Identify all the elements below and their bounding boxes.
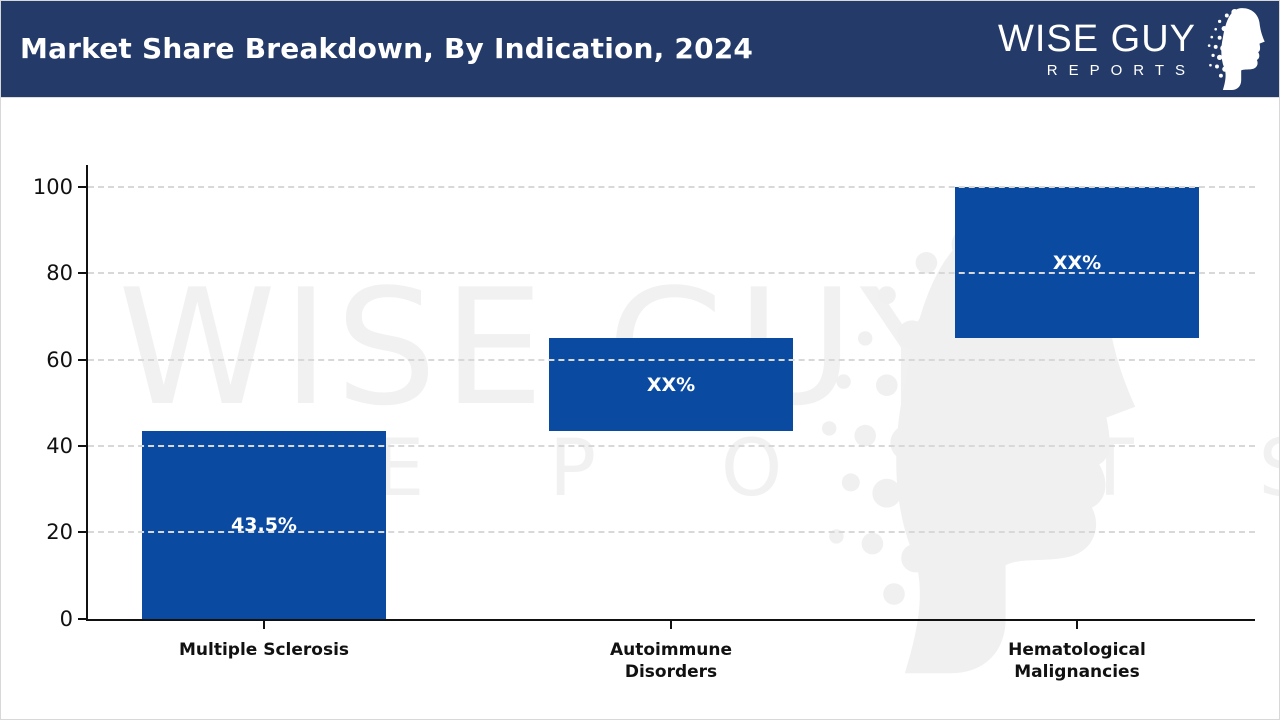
x-axis-tick-mark — [263, 621, 265, 629]
x-axis-category-label: Multiple Sclerosis — [178, 640, 350, 660]
page-title: Market Share Breakdown, By Indication, 2… — [20, 32, 754, 65]
x-axis-tick-mark — [670, 621, 672, 629]
y-axis-tick-label: 100 — [32, 175, 73, 200]
y-axis-tick-label: 20 — [46, 520, 73, 545]
y-axis-tick-label: 40 — [46, 434, 73, 459]
logo-subtext: REPORTS — [1046, 61, 1196, 79]
y-axis-line — [86, 165, 88, 621]
gridline-100 — [88, 186, 1255, 189]
y-axis-tick-mark — [78, 445, 87, 448]
x-axis-category-label: Autoimmune Disorders — [609, 640, 733, 682]
gridline-80 — [88, 272, 1255, 275]
gridline-40 — [88, 445, 1255, 448]
y-axis-tick-mark — [78, 272, 87, 275]
logo-text: WISE GUY REPORTS — [998, 20, 1196, 79]
bar-value-label: XX% — [646, 373, 696, 396]
y-axis-tick-label: 80 — [46, 261, 73, 286]
gridline-20 — [88, 531, 1255, 534]
logo-dotted-head-icon — [1198, 7, 1270, 92]
y-axis-tick-label: 60 — [46, 347, 73, 372]
bar-value-label: 43.5% — [231, 513, 297, 536]
y-axis-tick-mark — [78, 186, 87, 189]
y-axis-tick-label: 0 — [59, 606, 73, 631]
bar-value-label: XX% — [1052, 251, 1102, 274]
bar-segment-2 — [549, 338, 793, 431]
wiseguy-reports-logo: WISE GUY REPORTS — [998, 4, 1270, 94]
y-axis-tick-mark — [78, 531, 87, 534]
x-axis-category-label: Hematological Malignancies — [1008, 640, 1146, 682]
y-axis-tick-mark — [78, 358, 87, 361]
gridline-60 — [88, 358, 1255, 361]
x-axis-tick-mark — [1076, 621, 1078, 629]
bar-segment-1 — [142, 430, 386, 619]
y-axis-tick-mark — [78, 617, 87, 620]
header-divider — [0, 97, 1280, 98]
x-axis-line — [86, 618, 1255, 621]
logo-wordmark: WISE GUY — [997, 17, 1196, 60]
header-bar: Market Share Breakdown, By Indication, 2… — [0, 0, 1280, 97]
